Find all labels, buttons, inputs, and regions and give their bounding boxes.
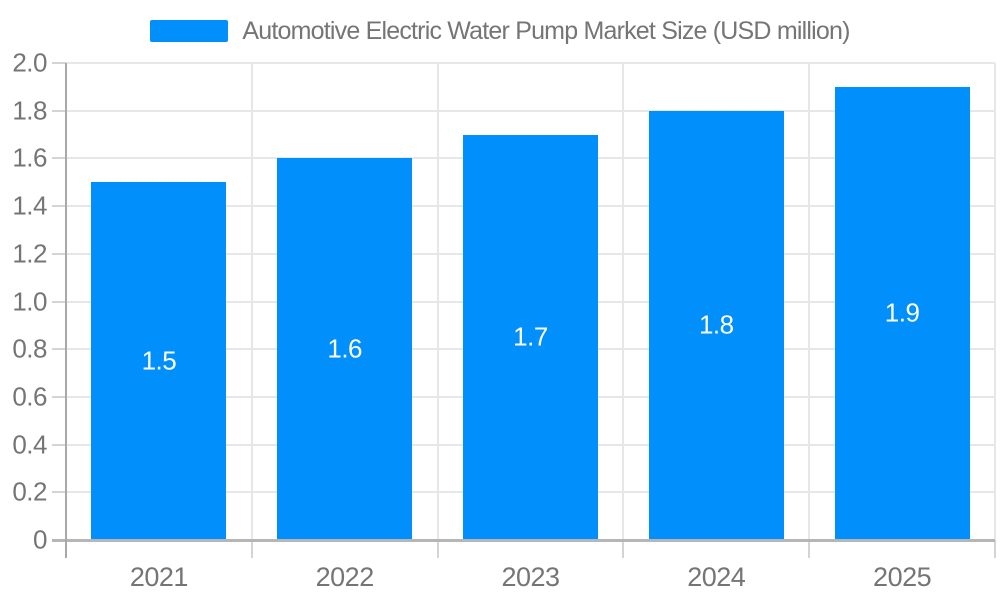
bar-2021[interactable] — [91, 182, 227, 540]
y-axis-label: 1.4 — [12, 190, 47, 221]
y-axis-label: 0.2 — [12, 476, 47, 507]
y-tick — [52, 109, 66, 112]
legend-swatch[interactable] — [150, 20, 229, 42]
y-axis-label: 2.0 — [12, 47, 47, 78]
v-gridline — [808, 63, 811, 540]
y-tick — [52, 205, 66, 208]
legend-label[interactable]: Automotive Electric Water Pump Market Si… — [242, 16, 850, 45]
y-axis-label: 1.6 — [12, 142, 47, 173]
y-axis-label: 1.2 — [12, 238, 47, 269]
y-tick — [52, 491, 66, 494]
bar-2023[interactable] — [463, 134, 598, 540]
x-axis-line — [52, 539, 995, 542]
x-tick — [808, 540, 811, 558]
bar-value-label: 1.5 — [141, 345, 177, 376]
bar-2024[interactable] — [648, 110, 784, 540]
y-axis-label: 0.4 — [12, 429, 47, 460]
bar-value-label: 1.6 — [327, 333, 363, 364]
bar-value-label: 1.9 — [884, 297, 920, 328]
x-tick — [994, 540, 996, 558]
h-gridline — [66, 62, 995, 64]
bar-value-label: 1.8 — [698, 309, 734, 340]
y-tick — [52, 443, 66, 446]
bar-2025[interactable] — [834, 86, 970, 540]
v-gridline — [436, 63, 439, 540]
x-axis-label: 2021 — [129, 562, 189, 592]
x-tick — [436, 540, 439, 558]
x-tick — [622, 540, 625, 558]
bar-value-label: 1.7 — [513, 321, 548, 352]
y-axis-label: 1.8 — [12, 95, 47, 126]
y-tick — [52, 348, 66, 351]
v-gridline — [994, 63, 996, 540]
y-tick — [52, 252, 66, 255]
y-axis-label: 1.0 — [12, 286, 47, 316]
y-tick — [52, 395, 66, 398]
h-gridline — [66, 109, 995, 112]
x-axis-label: 2022 — [315, 562, 375, 592]
y-axis-label: 0 — [33, 524, 47, 555]
bar-2022[interactable] — [277, 158, 413, 540]
y-axis-label: 0.8 — [12, 333, 47, 364]
v-gridline — [622, 63, 625, 540]
v-gridline — [250, 63, 253, 540]
y-tick — [52, 157, 66, 160]
y-axis-line — [65, 63, 67, 558]
legend: Automotive Electric Water Pump Market Si… — [0, 16, 1000, 46]
x-axis-label: 2024 — [687, 562, 746, 592]
x-axis-label: 2023 — [501, 562, 560, 592]
x-axis-label: 2025 — [873, 562, 932, 592]
y-tick — [52, 62, 66, 64]
x-tick — [250, 540, 253, 558]
y-tick — [52, 300, 66, 303]
y-axis-label: 0.6 — [12, 381, 47, 412]
